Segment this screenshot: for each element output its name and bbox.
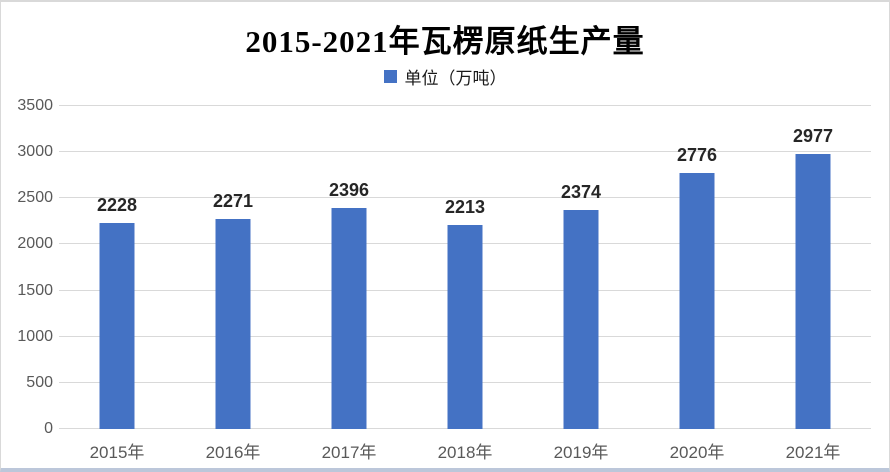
- x-tick-label: 2017年: [321, 443, 377, 462]
- bar-2015年: [99, 223, 135, 429]
- x-tick-label: 2015年: [89, 443, 145, 462]
- bar-value-label: 2271: [212, 191, 254, 212]
- bar-series: 2228 2271 2396 2213 2374 2776 2977: [59, 106, 871, 429]
- x-tick-label: 2019年: [553, 443, 609, 462]
- bar-value-label: 2374: [560, 181, 602, 202]
- bar-2020年: [679, 172, 715, 429]
- x-tick-label: 2016年: [205, 443, 261, 462]
- bar-slot-2019年: 2374: [523, 106, 639, 429]
- bar-2019年: [563, 209, 599, 429]
- legend: 单位（万吨）: [1, 64, 889, 89]
- y-tick-label: 1500: [17, 281, 53, 299]
- plot-area: 2228 2271 2396 2213 2374 2776 2977: [59, 105, 871, 429]
- gridline-3000: [59, 151, 871, 153]
- bar-slot-2021年: 2977: [755, 106, 871, 429]
- bar-slot-2017年: 2396: [291, 106, 407, 429]
- legend-marker-icon: [383, 70, 397, 83]
- bar-2018年: [447, 224, 483, 429]
- chart-title: 2015-2021年瓦楞原纸生产量: [245, 24, 645, 59]
- bar-slot-2016年: 2271: [175, 106, 291, 429]
- bar-2017年: [331, 207, 367, 429]
- bar-value-label: 2776: [676, 144, 718, 165]
- gridline-2500: [59, 197, 871, 199]
- bar-slot-2015年: 2228: [59, 106, 175, 429]
- bar-value-label: 2977: [792, 126, 834, 147]
- bar-value-label: 2213: [444, 196, 486, 217]
- x-tick-label: 2018年: [437, 443, 493, 462]
- bar-2016年: [215, 219, 251, 429]
- y-tick-label: 0: [44, 420, 53, 437]
- x-tick-label: 2020年: [669, 443, 725, 462]
- y-tick-label: 1000: [17, 327, 53, 345]
- bar-slot-2018年: 2213: [407, 106, 523, 429]
- y-tick-label: 3000: [17, 143, 53, 161]
- y-tick-label: 2000: [17, 235, 53, 253]
- bar-slot-2020年: 2776: [639, 106, 755, 429]
- y-tick-label: 2500: [17, 189, 53, 207]
- x-axis: 2015年 2016年 2017年 2018年 2019年 2020年 2021年: [59, 438, 871, 463]
- bar-value-label: 2228: [96, 195, 138, 216]
- y-axis: 0 500 1000 1500 2000 2500 3000 3500: [7, 98, 53, 437]
- bar-2021年: [795, 154, 831, 429]
- gridline-3500: [59, 105, 871, 106]
- legend-label: 单位（万吨）: [404, 69, 507, 88]
- x-tick-label: 2021年: [785, 443, 841, 462]
- y-tick-label: 3500: [17, 97, 53, 114]
- bar-value-label: 2396: [328, 179, 370, 200]
- y-tick-label: 500: [26, 373, 53, 391]
